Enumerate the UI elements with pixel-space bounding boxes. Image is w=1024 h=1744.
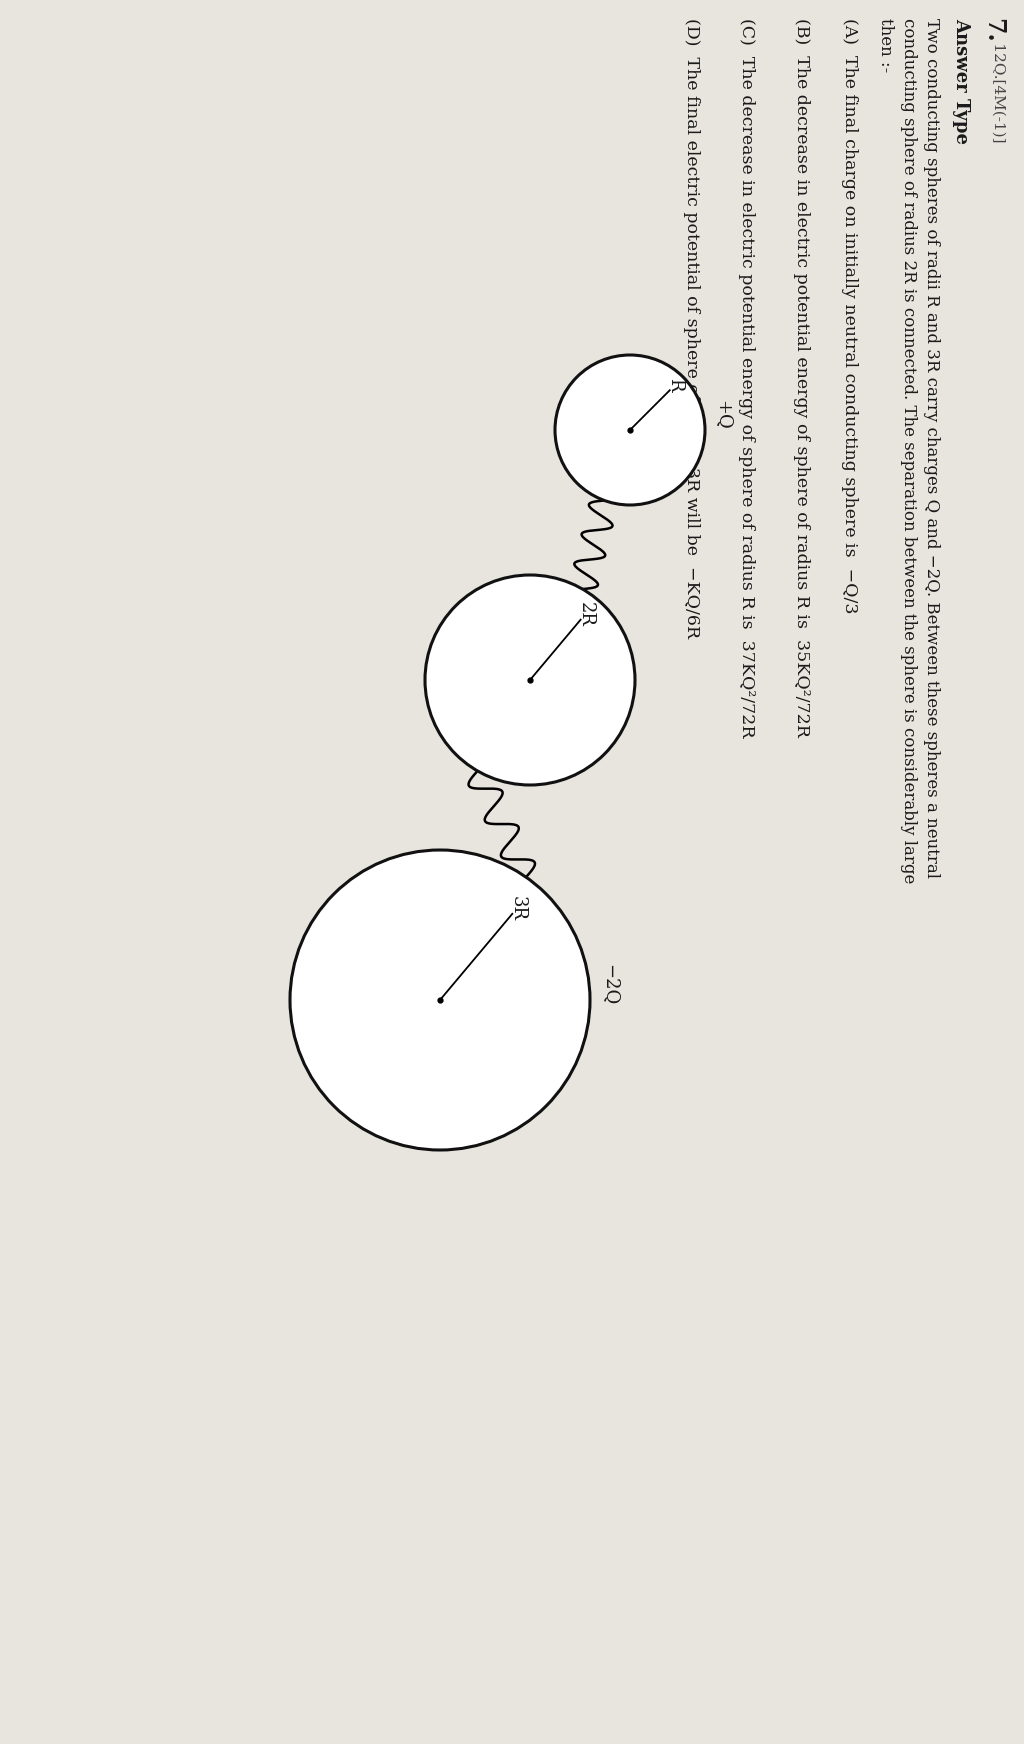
- Text: −2Q: −2Q: [601, 964, 618, 1006]
- Text: R: R: [666, 378, 684, 392]
- Text: (D)  The final electric potential of sphere of radius 3R will be  −KQ/6R: (D) The final electric potential of sphe…: [683, 17, 700, 638]
- Text: then :-: then :-: [877, 17, 894, 72]
- Text: Answer Type: Answer Type: [952, 17, 970, 145]
- Text: 3R: 3R: [508, 896, 526, 921]
- Text: Two conducting spheres of radii R and 3R carry charges Q and −2Q. Between these : Two conducting spheres of radii R and 3R…: [923, 17, 940, 877]
- Circle shape: [555, 356, 705, 506]
- Text: +Q: +Q: [714, 399, 732, 429]
- Circle shape: [290, 849, 590, 1149]
- Text: (B)  The decrease in electric potential energy of sphere of radius R is  35KQ²/7: (B) The decrease in electric potential e…: [793, 17, 810, 738]
- Text: 12Q.[4M(-1)]: 12Q.[4M(-1)]: [991, 17, 1005, 143]
- Text: 7.: 7.: [981, 17, 1005, 42]
- Text: conducting sphere of radius 2R is connected. The separation between the sphere i: conducting sphere of radius 2R is connec…: [900, 17, 918, 884]
- Text: 2R: 2R: [577, 602, 595, 628]
- Circle shape: [425, 576, 635, 785]
- Text: (A)  The final charge on initially neutral conducting sphere is  −Q/3: (A) The final charge on initially neutra…: [841, 17, 858, 614]
- Text: (C)  The decrease in electric potential energy of sphere of radius R is  37KQ²/7: (C) The decrease in electric potential e…: [738, 17, 755, 738]
